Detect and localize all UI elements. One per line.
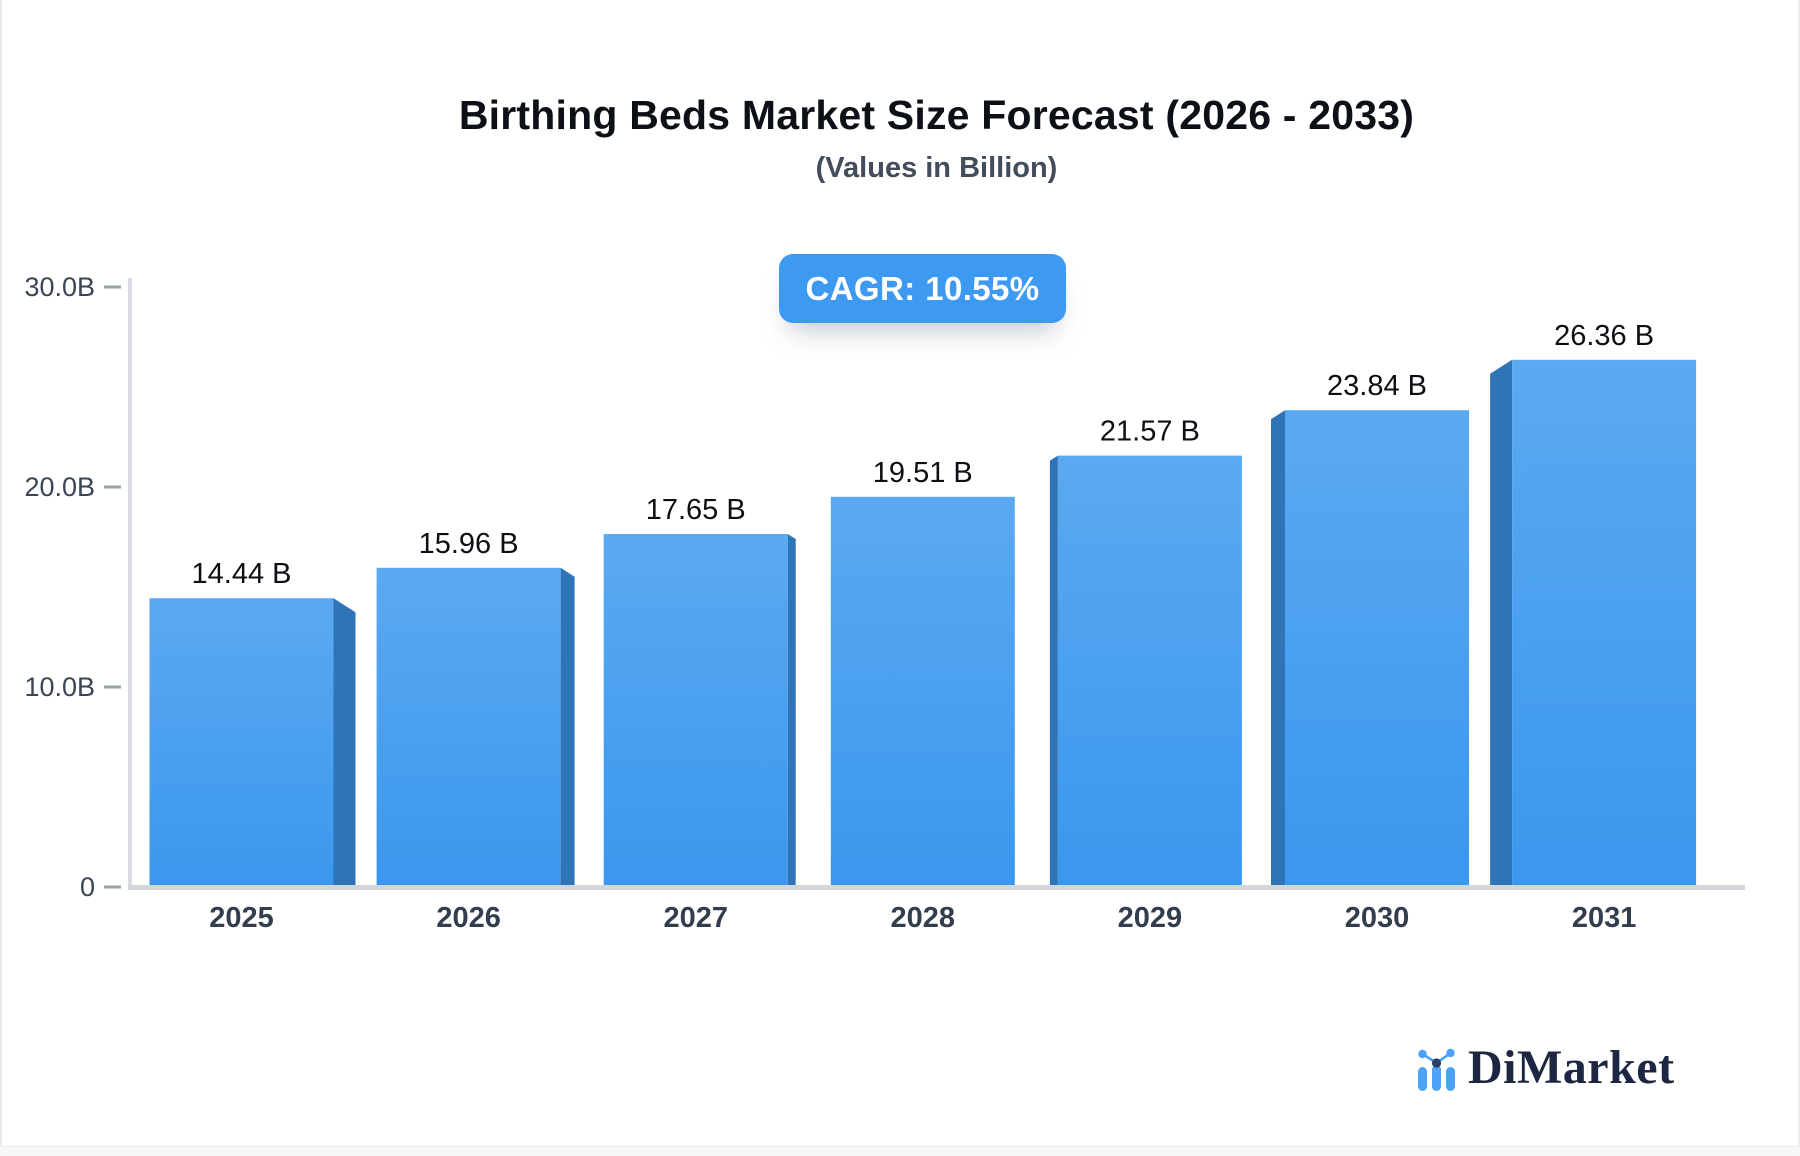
- bar-side-face: [1271, 410, 1285, 889]
- frame-edge-bottom: [0, 1146, 1800, 1156]
- y-tick-label-30.0B: 30.0B: [24, 272, 95, 302]
- bar-group-2030[interactable]: 23.84 B: [1271, 370, 1469, 889]
- bar-group-2026[interactable]: 15.96 B: [376, 528, 575, 889]
- x-label-2029: 2029: [1118, 902, 1183, 934]
- x-label-2031: 2031: [1572, 902, 1637, 934]
- bar-value-label: 23.84 B: [1327, 370, 1427, 402]
- bar-value-label: 26.36 B: [1554, 320, 1654, 352]
- x-axis-baseline: [128, 885, 1745, 890]
- bar-side-face: [333, 598, 356, 889]
- cagr-badge: CAGR: 10.55%: [779, 254, 1066, 323]
- y-axis-line: [128, 278, 132, 890]
- bar-group-2027[interactable]: 17.65 B: [603, 494, 796, 889]
- bar-group-2025[interactable]: 14.44 B: [149, 558, 356, 889]
- bar-front-face: [1057, 455, 1242, 889]
- y-tick-30.0B: [104, 285, 121, 289]
- cagr-badge-label: CAGR: 10.55%: [805, 269, 1040, 307]
- y-tick-10.0B: [104, 685, 121, 689]
- y-tick-label-10.0B: 10.0B: [24, 672, 95, 702]
- x-label-2028: 2028: [891, 902, 956, 934]
- bar-front-face: [1285, 410, 1469, 889]
- bar-front-face: [376, 567, 561, 889]
- bar-group-2029[interactable]: 21.57 B: [1049, 416, 1242, 889]
- bar-front-face: [603, 534, 788, 889]
- bar-front-face: [149, 598, 334, 889]
- x-label-2027: 2027: [663, 902, 728, 934]
- bar-front-face: [1512, 359, 1697, 889]
- bar-side-face: [1049, 455, 1058, 889]
- bar-side-face: [787, 534, 796, 889]
- x-label-2030: 2030: [1345, 902, 1410, 934]
- frame-edge-right: [1798, 0, 1800, 1156]
- bar-group-2028[interactable]: 19.51 B: [830, 457, 1015, 889]
- bar-value-label: 19.51 B: [873, 457, 973, 489]
- bar-front-face: [830, 496, 1015, 889]
- bar-group-2031[interactable]: 26.36 B: [1490, 320, 1697, 889]
- y-tick-label-0: 0: [80, 872, 95, 902]
- bar-value-label: 17.65 B: [646, 494, 746, 526]
- brand-logo-text: DiMarket: [1468, 1041, 1675, 1094]
- bar-side-face: [560, 567, 575, 889]
- bar-value-label: 14.44 B: [192, 558, 292, 590]
- brand-logo: DiMarket: [1414, 1038, 1675, 1094]
- y-tick-20.0B: [104, 485, 121, 489]
- y-tick-label-20.0B: 20.0B: [24, 472, 95, 502]
- x-label-2026: 2026: [436, 902, 501, 934]
- bar-value-label: 15.96 B: [419, 528, 519, 560]
- y-tick-0: [104, 885, 121, 889]
- bar-side-face: [1490, 359, 1513, 889]
- bar-chart-logo-icon: [1418, 1048, 1455, 1091]
- x-label-2025: 2025: [209, 902, 274, 934]
- bar-value-label: 21.57 B: [1100, 416, 1200, 448]
- frame-edge-left: [0, 0, 2, 1156]
